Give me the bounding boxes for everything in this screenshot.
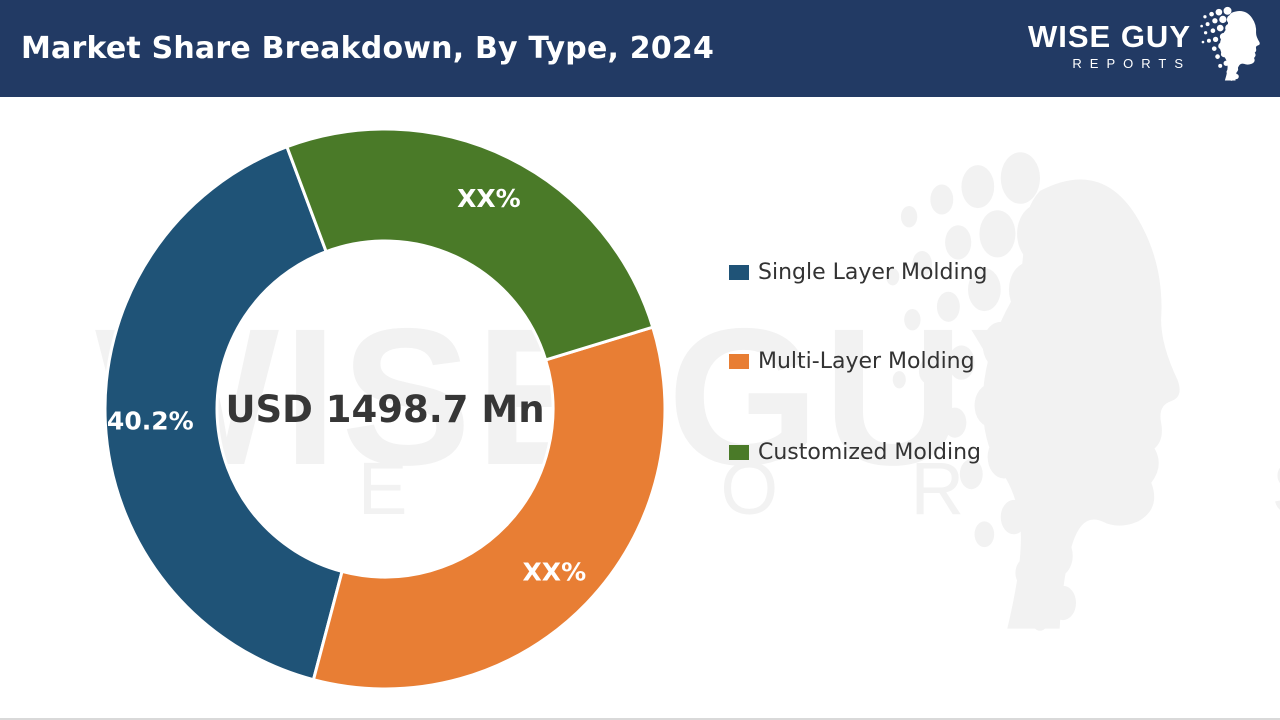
wise-guy-logo: WISE GUY REPORTS [1028,6,1268,86]
donut-segment-0 [103,144,344,682]
header-bar: Market Share Breakdown, By Type, 2024 WI… [0,0,1280,97]
legend-item: Customized Molding [729,437,981,467]
slice-label-1: XX% [523,558,587,587]
legend-label: Customized Molding [758,439,981,465]
legend-label: Single Layer Molding [758,259,988,285]
donut-segments-group [103,127,667,691]
center-value-label: USD 1498.7 Mn [225,388,544,431]
legend-swatch-1 [729,353,749,369]
legend-swatch-0 [729,264,749,280]
legend-item: Single Layer Molding [729,257,988,287]
slice-label-2: XX% [457,184,521,213]
donut-labels-group: 40.2% XX% XX% [107,184,586,587]
logo-reports-label: REPORTS [1072,55,1191,71]
page-title: Market Share Breakdown, By Type, 2024 [21,31,715,66]
donut-segment-2 [285,127,655,362]
slice-label-0: 40.2% [107,406,194,435]
logo-text-block: WISE GUY REPORTS [1028,21,1191,71]
logo-wordmark: WISE GUY [1027,19,1191,55]
legend-label: Multi-Layer Molding [758,348,975,374]
legend-item: Multi-Layer Molding [729,346,975,376]
bottom-border-line [0,718,1280,720]
legend-swatch-2 [729,444,749,460]
donut-segment-1 [311,325,667,691]
